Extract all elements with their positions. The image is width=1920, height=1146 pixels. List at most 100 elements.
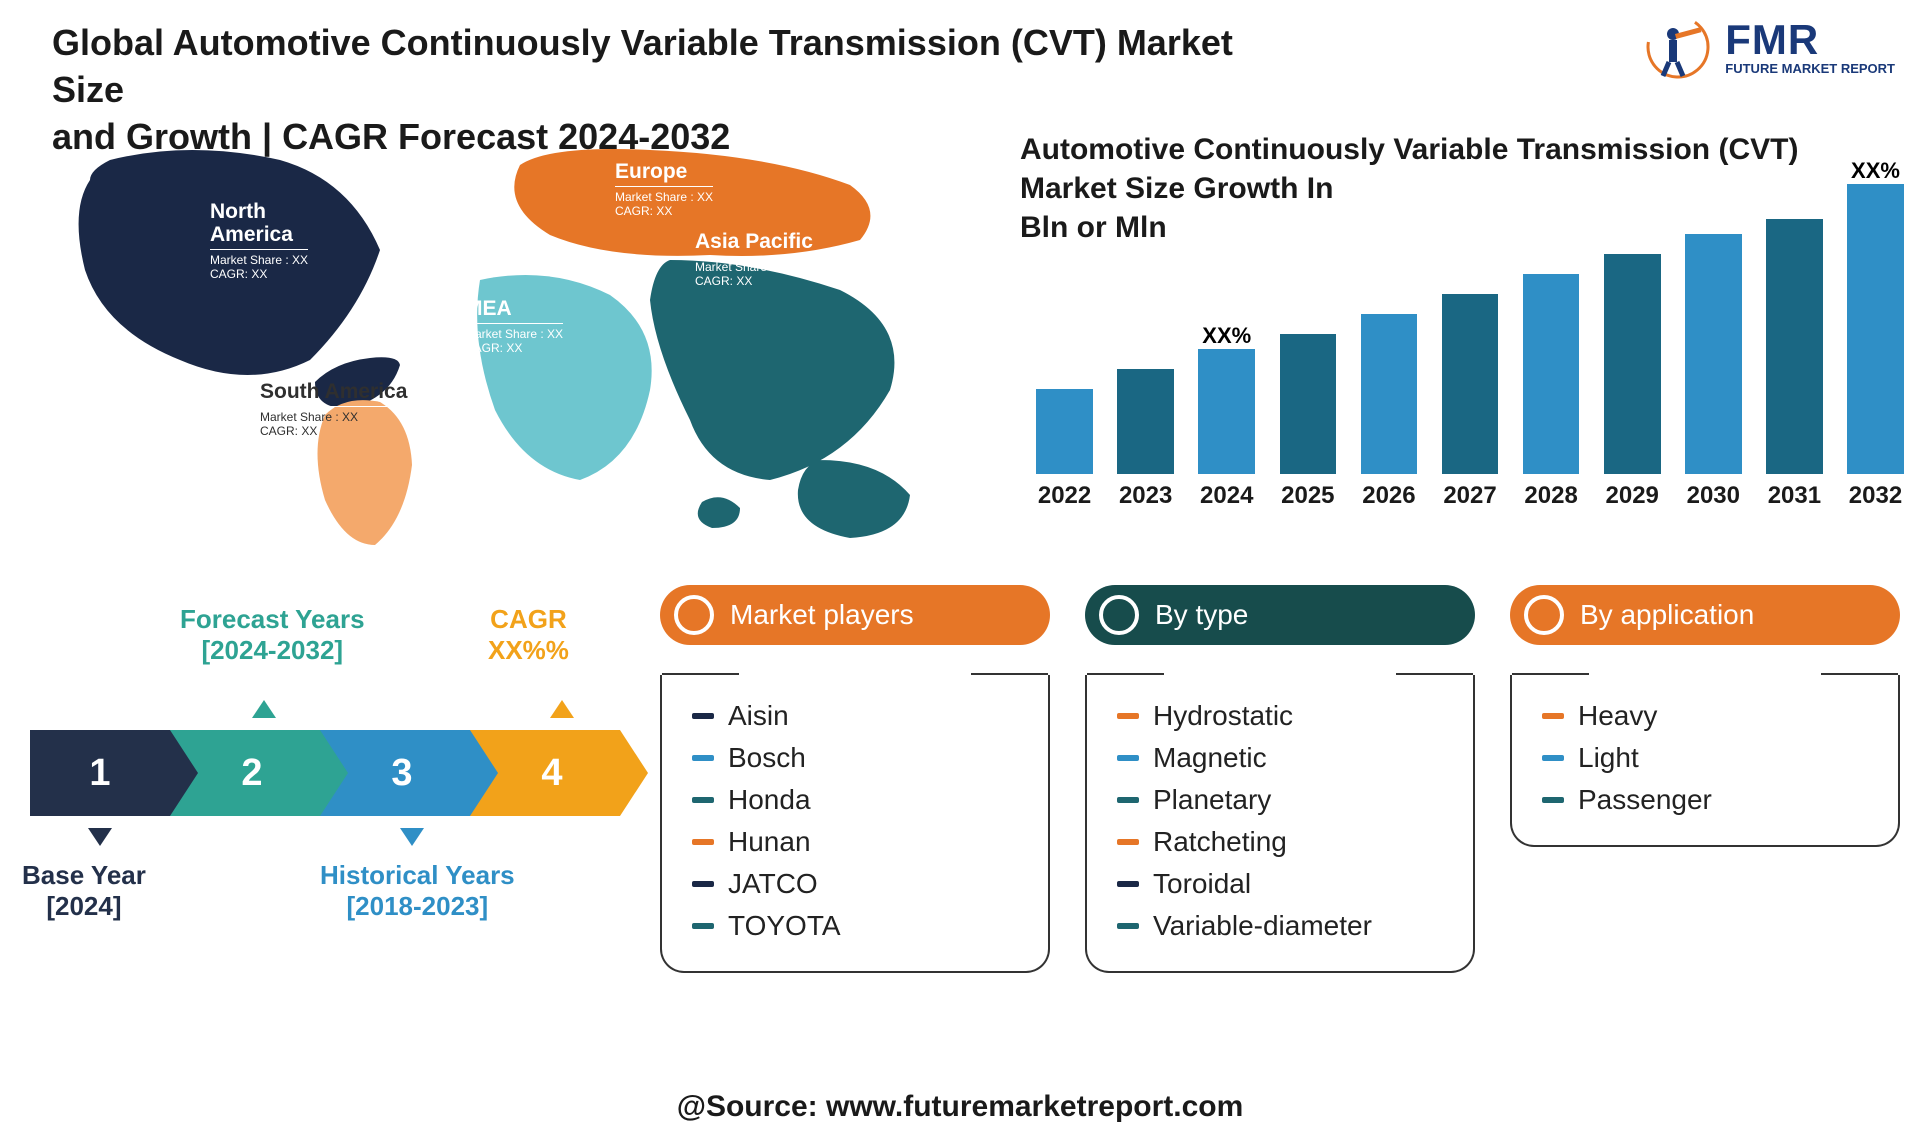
bar-year-label: 2024 [1200,482,1253,510]
bar-rect [1523,274,1580,474]
bar-rect [1847,184,1904,474]
category-columns: Market players Aisin Bosch Honda Hunan JATCO T… [660,585,1900,973]
bar-2030: 2030 [1679,234,1748,510]
logo-text: FMR [1725,19,1895,61]
list-item: Hydrostatic [1117,695,1443,737]
growth-bar-chart: Automotive Continuously Variable Transmi… [1020,130,1920,560]
timeline-arrow-icon [550,700,574,718]
region-label-ap: Asia PacificMarket Share : XXCAGR: XX [695,230,813,288]
bullet-icon [1524,595,1564,635]
tick-icon [1117,881,1139,887]
bar-year-label: 2030 [1687,482,1740,510]
bar-year-label: 2022 [1038,482,1091,510]
list-item-label: Ratcheting [1153,826,1287,858]
list-item: Aisin [692,695,1018,737]
bar-2031: 2031 [1760,219,1829,510]
bar-2022: 2022 [1030,389,1099,510]
list-item-label: Aisin [728,700,789,732]
list-item-label: Hunan [728,826,811,858]
list-item: Hunan [692,821,1018,863]
fmr-logo: FMR FUTURE MARKET REPORT [1643,12,1895,82]
timeline-bar: 1234 [30,730,620,816]
bar-year-label: 2023 [1119,482,1172,510]
category-market-players: Market players Aisin Bosch Honda Hunan JATCO T… [660,585,1050,973]
bar-rect [1604,254,1661,474]
bar-2029: 2029 [1598,254,1667,510]
list-item-label: Planetary [1153,784,1271,816]
timeline-label: Forecast Years[2024-2032] [180,604,365,666]
bar-year-label: 2025 [1281,482,1334,510]
list-item-label: Hydrostatic [1153,700,1293,732]
list-item: Magnetic [1117,737,1443,779]
list-item-label: TOYOTA [728,910,841,942]
bar-top-label: XX% [1851,158,1900,212]
category-by-type: By typeHydrostaticMagneticPlanetaryRatch… [1085,585,1475,973]
region-label-mea: MEAMarket Share : XXCAGR: XX [465,297,563,355]
tick-icon [1542,797,1564,803]
tick-icon [692,797,714,803]
list-item-label: Heavy [1578,700,1657,732]
bar-year-label: 2028 [1524,482,1577,510]
timeline-label: Base Year[2024] [22,860,146,922]
tick-icon [692,839,714,845]
list-item: Bosch [692,737,1018,779]
bar-2027: 2027 [1435,294,1504,510]
tick-icon [1117,713,1139,719]
category-by-application: By applicationHeavyLightPassenger [1510,585,1900,973]
list-item: Light [1542,737,1868,779]
timeline-arrow-icon [88,828,112,846]
bar-rect [1036,389,1093,474]
timeline-label: Historical Years[2018-2023] [320,860,515,922]
tick-icon [1117,923,1139,929]
list-item: Variable-diameter [1117,905,1443,947]
source-attribution: @Source: www.futuremarketreport.com [677,1090,1244,1124]
timeline-arrow-icon [252,700,276,718]
logo-subtitle: FUTURE MARKET REPORT [1725,61,1895,76]
list-item: Ratcheting [1117,821,1443,863]
category-list: HeavyLightPassenger [1510,675,1900,847]
list-item-label: Light [1578,742,1639,774]
list-item: TOYOTA [692,905,1018,947]
bar-rect [1685,234,1742,474]
list-item-label: Variable-diameter [1153,910,1372,942]
list-item: Heavy [1542,695,1868,737]
bar-year-label: 2029 [1606,482,1659,510]
bar-2024: 2024XX% [1192,349,1261,510]
list-item-label: Toroidal [1153,868,1251,900]
bar-2023: 2023 [1111,369,1180,510]
region-label-eu: EuropeMarket Share : XXCAGR: XX [615,160,713,218]
category-list: Aisin Bosch Honda Hunan JATCO TOYOTA [660,675,1050,973]
bar-2028: 2028 [1517,274,1586,510]
tick-icon [692,755,714,761]
telescope-person-icon [1643,12,1713,82]
list-item: Honda [692,779,1018,821]
tick-icon [692,713,714,719]
list-item-label: Bosch [728,742,806,774]
category-header: Market players [660,585,1050,645]
bar-year-label: 2031 [1768,482,1821,510]
bar-rect [1117,369,1174,474]
tick-icon [692,881,714,887]
tick-icon [1542,713,1564,719]
tick-icon [1117,797,1139,803]
bar-2032: 2032XX% [1841,184,1910,510]
world-map: NorthAmericaMarket Share : XXCAGR: XXSou… [50,130,930,550]
list-item: Planetary [1117,779,1443,821]
list-item: Toroidal [1117,863,1443,905]
tick-icon [692,923,714,929]
timeline-arrow-icon [400,828,424,846]
bar-year-label: 2027 [1443,482,1496,510]
list-item-label: JATCO [728,868,818,900]
list-item: JATCO [692,863,1018,905]
category-list: Hydrostatic Magnetic Planetary Ratcheting To… [1085,675,1475,973]
bar-year-label: 2026 [1362,482,1415,510]
bar-year-label: 2032 [1849,482,1902,510]
bar-rect [1766,219,1823,474]
tick-icon [1542,755,1564,761]
bar-rect [1442,294,1499,474]
category-header: By application [1510,585,1900,645]
timeline-segment-1: 1 [30,730,170,816]
bar-rect [1361,314,1418,474]
bar-rect [1280,334,1337,474]
bullet-icon [674,595,714,635]
